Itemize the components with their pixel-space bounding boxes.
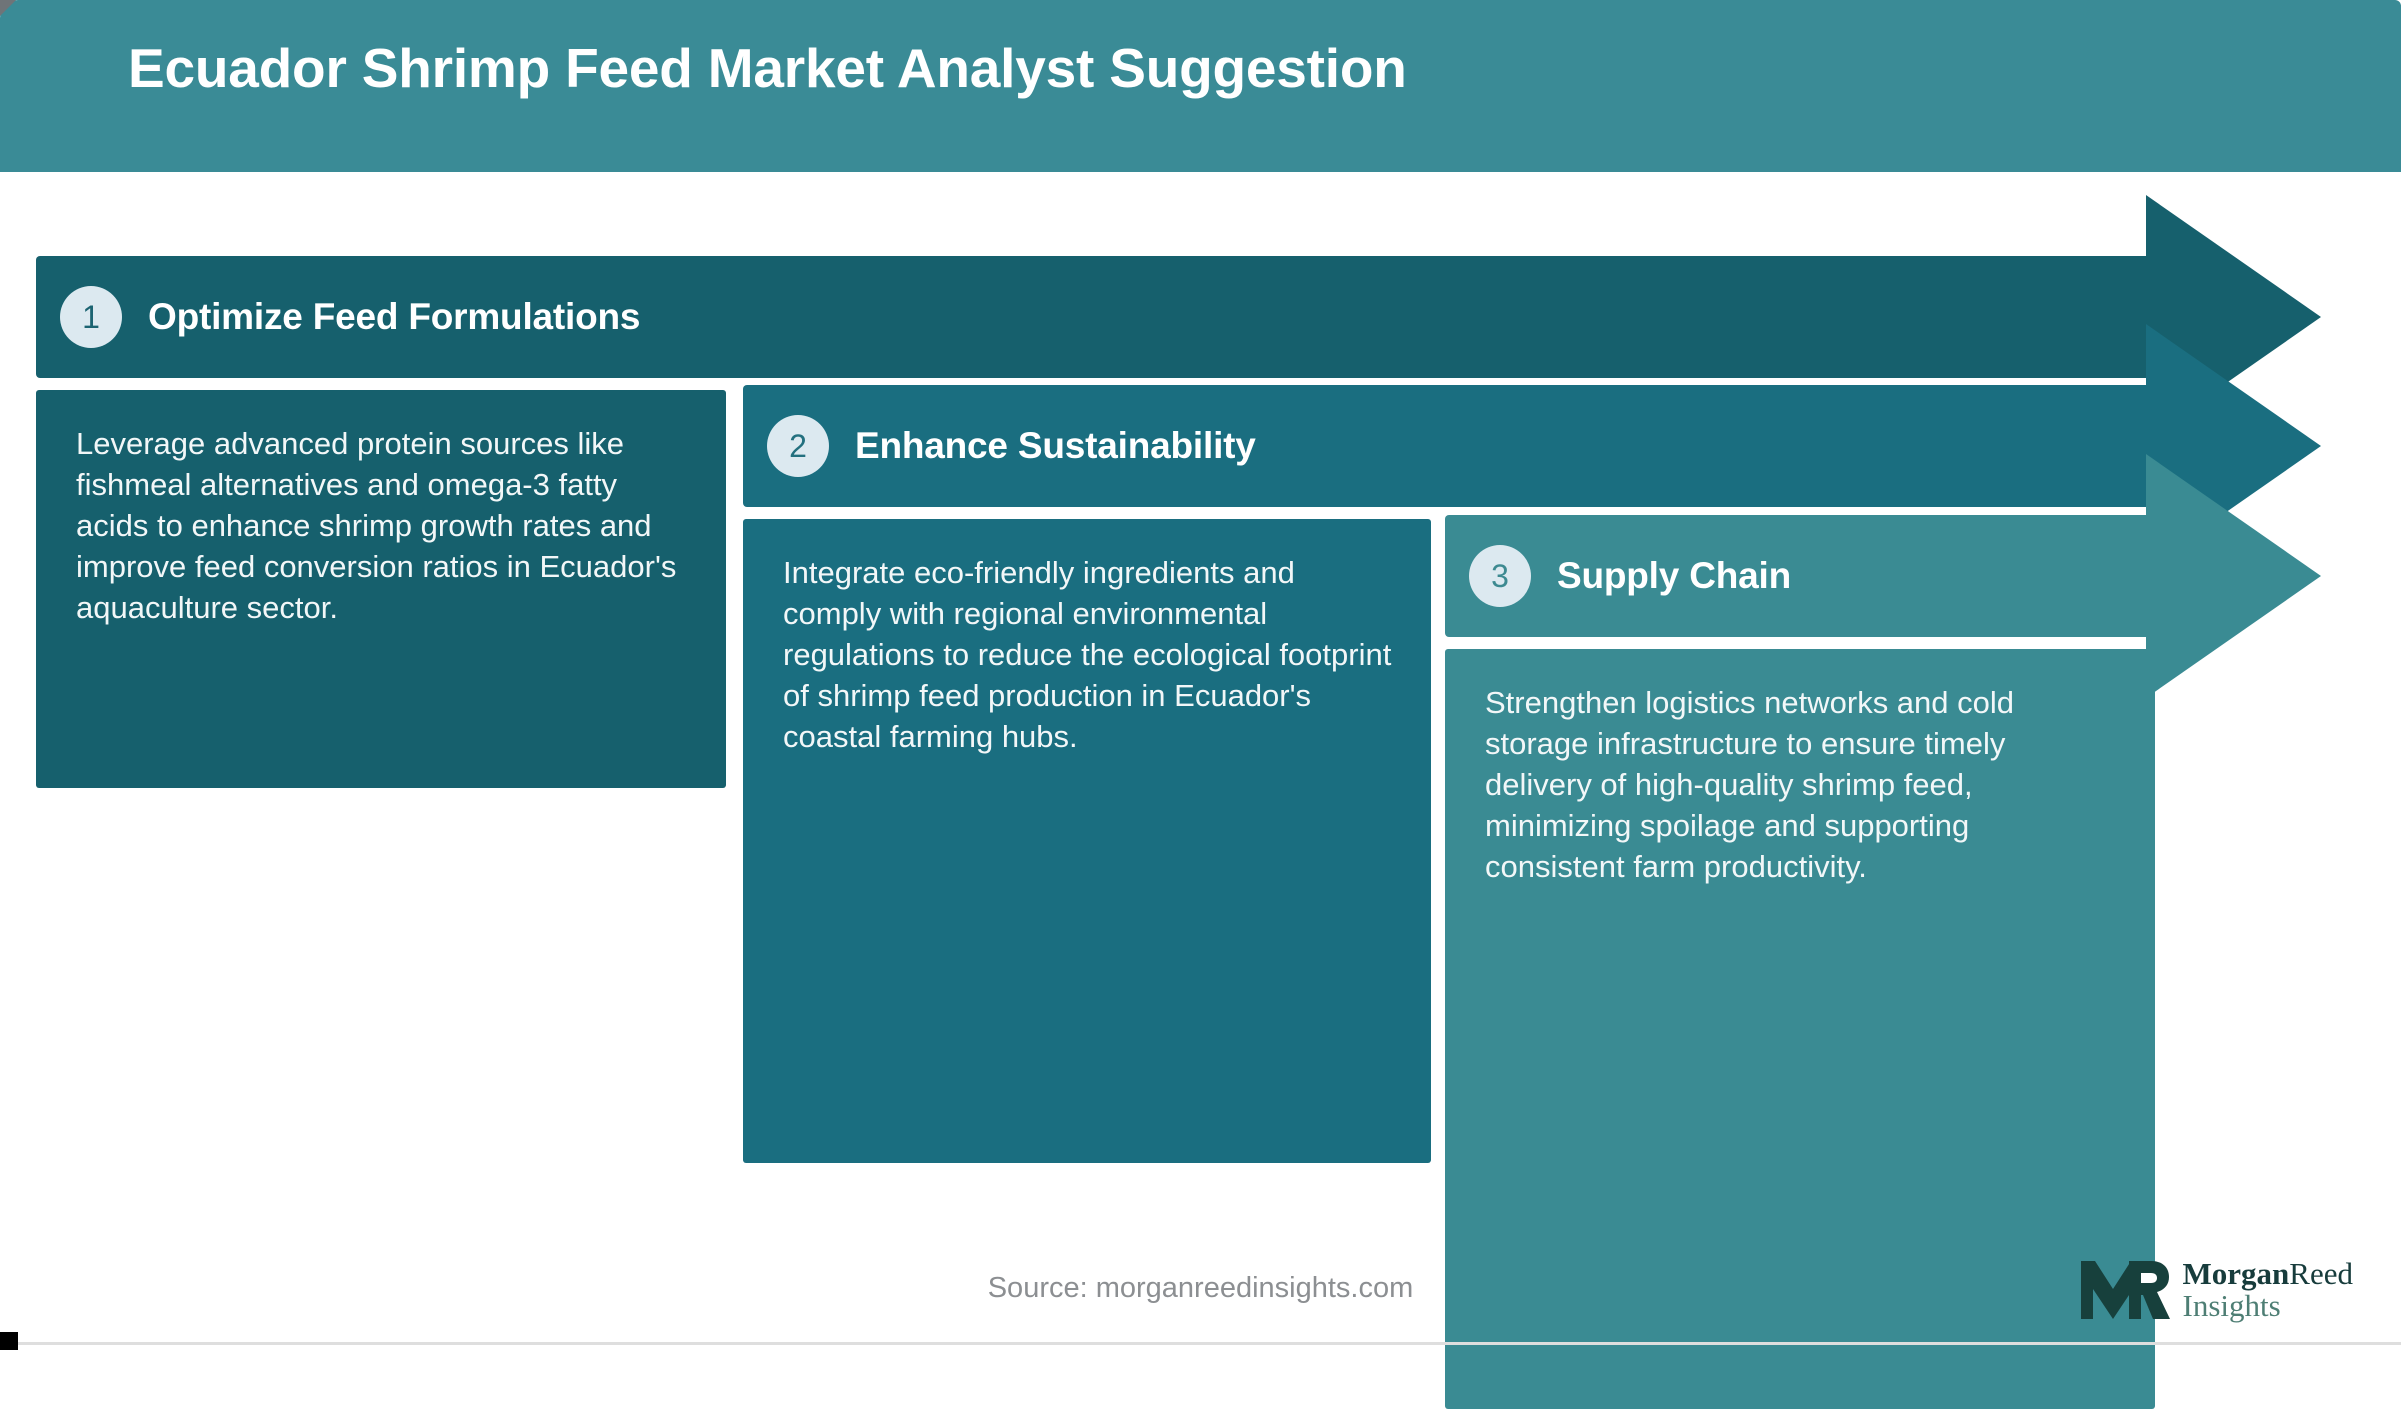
bottom-divider <box>18 1342 2401 1345</box>
step-body-2: Integrate eco-friendly ingredients and c… <box>783 555 1392 754</box>
step-card-3: Strengthen logistics networks and cold s… <box>1445 649 2155 1409</box>
step-title-2: Enhance Sustainability <box>855 425 1256 466</box>
morgan-reed-insights-logo: MorganReed Insights <box>2079 1258 2353 1321</box>
source-attribution: Source: morganreedinsights.com <box>987 1272 1414 1304</box>
step-banner-3-body <box>1445 515 2231 637</box>
step-banner-3[interactable]: 3 Supply Chain <box>1445 454 2321 698</box>
logo-insights: Insights <box>2182 1287 2281 1323</box>
logo-line-one: MorganReed <box>2183 1258 2353 1290</box>
mr-monogram-icon <box>2080 1260 2170 1319</box>
step-banner-1[interactable]: 1 Optimize Feed Formulations <box>36 195 2321 439</box>
step-card-1: Leverage advanced protein sources like f… <box>36 390 726 788</box>
corner-notch-decoration <box>0 0 16 16</box>
logo-reed: Reed <box>2289 1256 2353 1291</box>
bottom-left-marker <box>0 1332 18 1350</box>
step-banner-3-arrowhead <box>2146 454 2321 698</box>
step-number-circle-3: 3 <box>1469 545 1531 607</box>
header-bar: Ecuador Shrimp Feed Market Analyst Sugge… <box>0 0 2401 172</box>
page-title: Ecuador Shrimp Feed Market Analyst Sugge… <box>128 37 1407 99</box>
step-number-circle-1: 1 <box>60 286 122 348</box>
step-title-3: Supply Chain <box>1557 555 1791 596</box>
step-body-1: Leverage advanced protein sources like f… <box>76 426 677 625</box>
step-title-1: Optimize Feed Formulations <box>148 296 641 337</box>
step-body-3: Strengthen logistics networks and cold s… <box>1485 685 2015 884</box>
step-banner-2-body <box>743 385 2231 507</box>
step-card-2: Integrate eco-friendly ingredients and c… <box>743 519 1431 1163</box>
step-banner-1-body <box>36 256 2231 378</box>
infographic-stage: 1 Optimize Feed Formulations Leverage ad… <box>0 172 2401 1409</box>
step-number-circle-2: 2 <box>767 415 829 477</box>
logo-morgan: Morgan <box>2182 1256 2290 1291</box>
step-banner-2[interactable]: 2 Enhance Sustainability <box>743 324 2321 568</box>
